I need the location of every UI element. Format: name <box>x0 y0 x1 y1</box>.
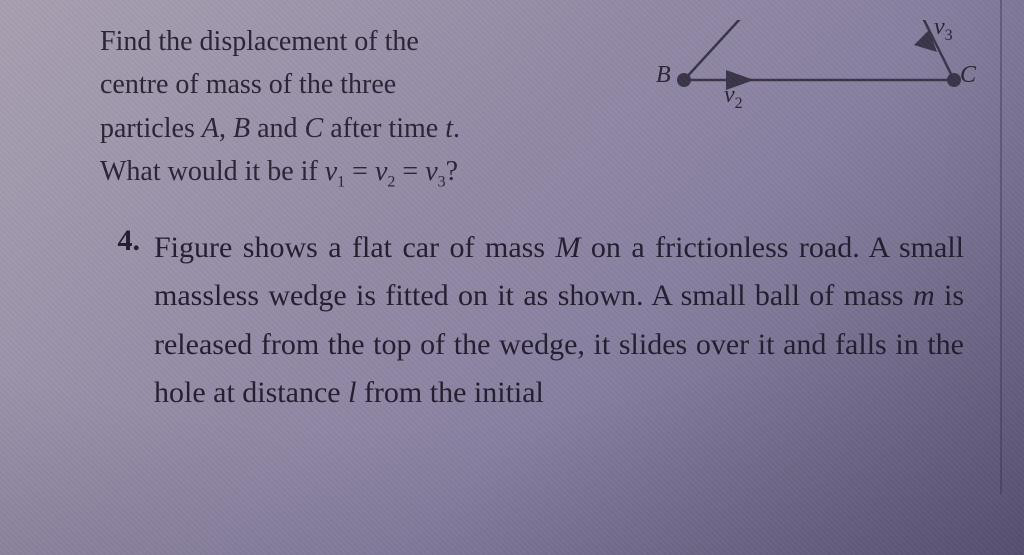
q4-t1: Figure shows a flat car of mass <box>154 231 555 264</box>
q-top-line1: Find the displacement of the <box>100 26 419 57</box>
q-top-line3b: after time <box>323 113 445 144</box>
q-top-line3a: particles <box>100 113 202 144</box>
eq1: = <box>345 156 375 187</box>
question-top-text: Find the displacement of the centre of m… <box>100 20 654 196</box>
v1: v <box>325 156 337 187</box>
q4-m: m <box>913 279 935 312</box>
q4-t4: from the initial <box>356 376 543 409</box>
q-top-line2: centre of mass of the three <box>100 69 396 100</box>
v2: v <box>375 156 387 187</box>
label-v3: v3 <box>934 14 953 45</box>
label-C: C <box>960 62 976 89</box>
point-B <box>677 73 691 87</box>
qmark: ? <box>446 156 458 187</box>
question-4-number: 4. <box>100 224 140 418</box>
question-4-body: Figure shows a flat car of mass M on a f… <box>154 224 974 418</box>
v1-sub: 1 <box>337 174 345 191</box>
line-BA <box>684 20 794 80</box>
label-v3-v: v <box>934 14 945 40</box>
time-t: t <box>445 113 453 144</box>
sep1: , <box>219 113 233 144</box>
particle-A: A <box>202 113 219 144</box>
label-v2-s: 2 <box>735 95 743 112</box>
label-v3-s: 3 <box>945 27 953 44</box>
q-top-line4a: What would it be if <box>100 156 325 187</box>
eq2: = <box>395 156 425 187</box>
particle-B: B <box>233 113 250 144</box>
sep2: and <box>250 113 304 144</box>
point-C <box>947 73 961 87</box>
diagram-svg <box>664 20 974 140</box>
triangle-diagram: B C v2 v3 <box>664 20 974 140</box>
dot: . <box>453 113 460 144</box>
v3: v <box>425 156 437 187</box>
label-B-text: B <box>656 62 671 88</box>
question-top-block: Find the displacement of the centre of m… <box>100 20 974 196</box>
label-v2: v2 <box>724 82 743 113</box>
page: Find the displacement of the centre of m… <box>0 0 1024 555</box>
particle-C: C <box>305 113 324 144</box>
v3-sub: 3 <box>438 174 446 191</box>
question-4: 4. Figure shows a flat car of mass M on … <box>100 224 974 418</box>
q4-M: M <box>555 231 580 264</box>
label-B: B <box>656 62 671 89</box>
label-C-text: C <box>960 62 976 88</box>
page-right-border <box>1000 0 1002 494</box>
label-v2-v: v <box>724 82 735 108</box>
